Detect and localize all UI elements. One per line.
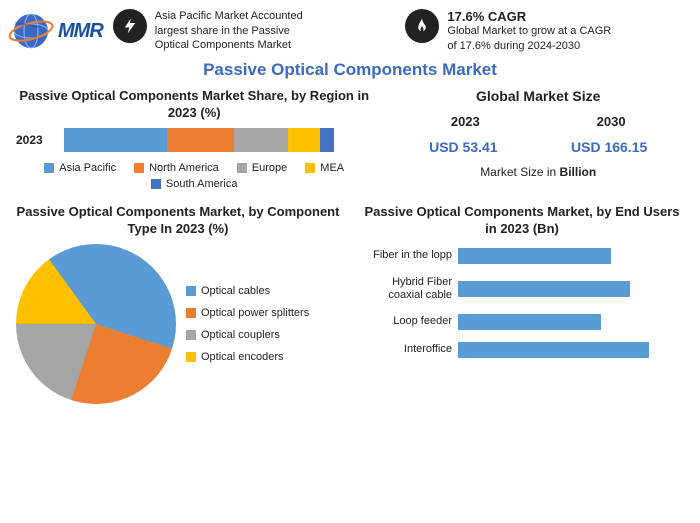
hbar-track: [458, 314, 668, 330]
hbar-label: Fiber in the lopp: [360, 249, 452, 262]
hbar-label: Hybrid Fiber coaxial cable: [360, 276, 452, 302]
legend-label: North America: [149, 162, 219, 174]
row-top: Passive Optical Components Market Share,…: [0, 88, 700, 198]
region-legend: Asia Pacific North America Europe MEA South …: [16, 160, 372, 198]
stacked-seg: [234, 128, 288, 152]
region-year-label: 2023: [16, 133, 56, 147]
legend-item: Optical power splitters: [186, 307, 309, 319]
legend-swatch: [305, 163, 315, 173]
legend-label: Europe: [252, 162, 287, 174]
market-size-years: 2023 2030: [392, 114, 684, 129]
hbar-track: [458, 281, 668, 297]
globe-icon: [8, 8, 54, 54]
region-stacked-bar: 2023: [16, 128, 372, 152]
ms-unit-bold: Billion: [560, 165, 597, 179]
legend-label: Optical cables: [201, 285, 270, 297]
legend-label: South America: [166, 178, 238, 190]
legend-swatch: [134, 163, 144, 173]
hbar-fill: [458, 314, 601, 330]
callout-region-share: Asia Pacific Market Accounted largest sh…: [113, 9, 396, 54]
market-size-values: USD 53.41 USD 166.15: [392, 139, 684, 155]
market-size-unit: Market Size in Billion: [392, 165, 684, 179]
brand-text: MMR: [58, 20, 103, 43]
hbar-fill: [458, 281, 630, 297]
cagr-text: Global Market to grow at a CAGR of 17.6%…: [447, 24, 617, 54]
legend-swatch: [186, 352, 196, 362]
cagr-heading: 17.6% CAGR: [447, 9, 617, 24]
region-chart-panel: Passive Optical Components Market Share,…: [16, 88, 372, 198]
ms-value-b: USD 166.15: [571, 139, 647, 155]
region-chart-title: Passive Optical Components Market Share,…: [16, 88, 372, 122]
legend-label: Optical power splitters: [201, 307, 309, 319]
stacked-seg: [288, 128, 320, 152]
pie-row: Optical cables Optical power splitters Opt…: [16, 244, 340, 404]
legend-item: South America: [151, 178, 238, 190]
hbar-chart-panel: Passive Optical Components Market, by En…: [360, 204, 684, 404]
legend-swatch: [151, 179, 161, 189]
legend-swatch: [186, 286, 196, 296]
hbar-chart-title: Passive Optical Components Market, by En…: [360, 204, 684, 238]
row-bottom: Passive Optical Components Market, by Co…: [0, 204, 700, 404]
pie-chart-panel: Passive Optical Components Market, by Co…: [16, 204, 340, 404]
market-size-panel: Global Market Size 2023 2030 USD 53.41 U…: [392, 88, 684, 198]
hbar-row: Interoffice: [360, 342, 676, 358]
market-size-title: Global Market Size: [392, 88, 684, 104]
hbar-row: Hybrid Fiber coaxial cable: [360, 276, 676, 302]
ms-value-a: USD 53.41: [429, 139, 497, 155]
legend-item: Optical couplers: [186, 329, 309, 341]
hbar-row: Loop feeder: [360, 314, 676, 330]
callout-region-text: Asia Pacific Market Accounted largest sh…: [155, 9, 325, 54]
legend-item: North America: [134, 162, 219, 174]
legend-label: MEA: [320, 162, 344, 174]
legend-item: Optical cables: [186, 285, 309, 297]
hbar-fill: [458, 342, 649, 358]
bolt-icon: [113, 9, 147, 43]
header: MMR Asia Pacific Market Accounted larges…: [0, 0, 700, 58]
hbar-row: Fiber in the lopp: [360, 248, 676, 264]
brand-logo: MMR: [8, 8, 103, 54]
legend-item: MEA: [305, 162, 344, 174]
legend-item: Europe: [237, 162, 287, 174]
ms-year-b: 2030: [597, 114, 626, 129]
legend-label: Optical encoders: [201, 351, 284, 363]
ms-year-a: 2023: [451, 114, 480, 129]
pie-chart: [16, 244, 176, 404]
legend-swatch: [186, 308, 196, 318]
callout-cagr: 17.6% CAGR Global Market to grow at a CA…: [405, 9, 688, 54]
hbar-track: [458, 342, 668, 358]
legend-swatch: [237, 163, 247, 173]
stacked-seg: [320, 128, 334, 152]
hbar-label: Loop feeder: [360, 315, 452, 328]
stacked-seg: [167, 128, 235, 152]
legend-label: Asia Pacific: [59, 162, 116, 174]
pie-chart-title: Passive Optical Components Market, by Co…: [16, 204, 340, 238]
stacked-bar-track: [64, 128, 334, 152]
legend-item: Asia Pacific: [44, 162, 116, 174]
ms-unit-prefix: Market Size in: [480, 165, 559, 179]
page-title: Passive Optical Components Market: [0, 60, 700, 80]
legend-swatch: [44, 163, 54, 173]
legend-label: Optical couplers: [201, 329, 280, 341]
hbar-chart: Fiber in the lopp Hybrid Fiber coaxial ca…: [360, 244, 684, 358]
pie-legend: Optical cables Optical power splitters Opt…: [186, 285, 309, 363]
hbar-label: Interoffice: [360, 343, 452, 356]
hbar-track: [458, 248, 668, 264]
flame-icon: [405, 9, 439, 43]
legend-swatch: [186, 330, 196, 340]
stacked-seg: [64, 128, 167, 152]
legend-item: Optical encoders: [186, 351, 309, 363]
hbar-fill: [458, 248, 611, 264]
